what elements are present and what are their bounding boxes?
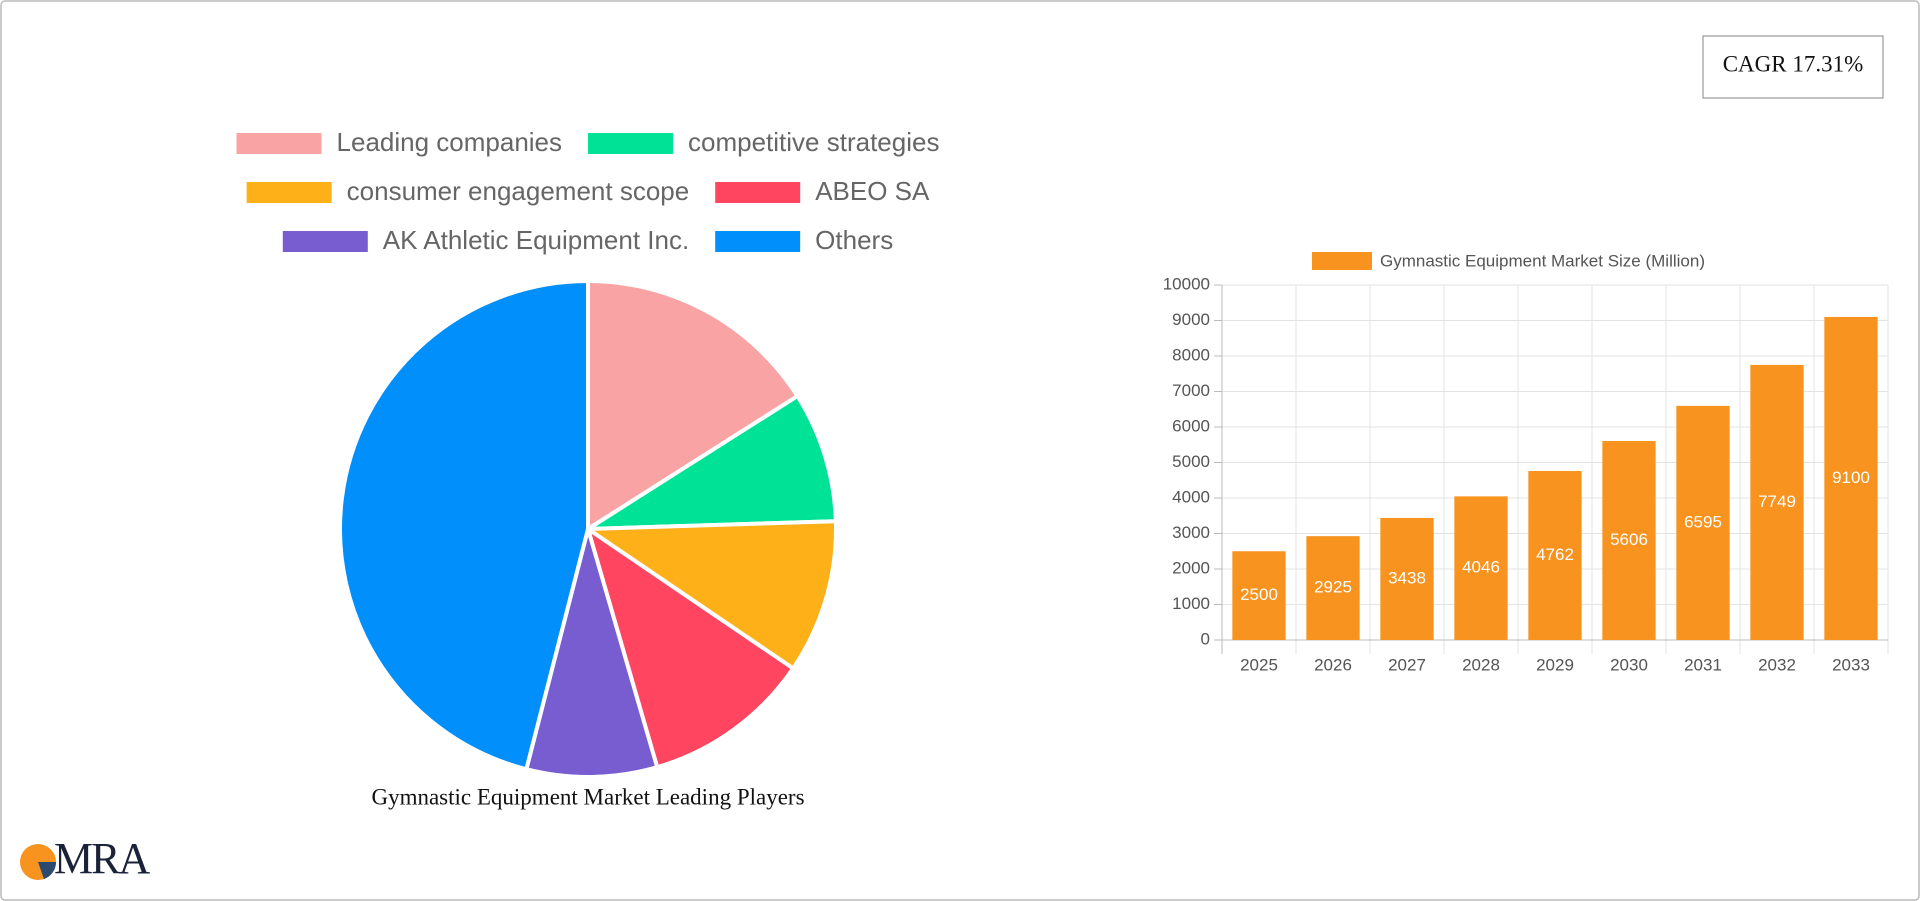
- y-tick-label: 2000: [1172, 558, 1210, 577]
- legend-row: Leading companies competitive strategies: [236, 127, 939, 157]
- y-tick-label: 9000: [1172, 310, 1210, 329]
- legend-label: consumer engagement scope: [347, 176, 690, 206]
- x-tick-label: 2030: [1610, 655, 1648, 674]
- x-tick-label: 2032: [1758, 655, 1796, 674]
- bar: [1676, 405, 1730, 640]
- bar: [1602, 440, 1656, 640]
- bar: [1528, 470, 1582, 640]
- pie-slice: [580, 393, 838, 532]
- legend-row: AK Athletic Equipment Inc. Others: [282, 225, 893, 255]
- x-tick-label: 2025: [1240, 655, 1278, 674]
- y-tick-label: 5000: [1172, 452, 1210, 471]
- x-tick-label: 2033: [1832, 655, 1870, 674]
- y-tick-label: 8000: [1172, 345, 1210, 364]
- bar-label: 9100: [1832, 468, 1870, 487]
- bar: [1750, 364, 1804, 640]
- bar-label: 5606: [1610, 530, 1648, 549]
- y-tick-label: 4000: [1172, 487, 1210, 506]
- x-tick-label: 2026: [1314, 655, 1352, 674]
- bar: [1380, 517, 1434, 640]
- cagr-box: [1702, 35, 1884, 99]
- legend-label: competitive strategies: [688, 127, 939, 157]
- legend-swatch: [282, 231, 368, 252]
- bar-label: 3438: [1388, 568, 1426, 587]
- bar: [1306, 536, 1360, 640]
- bar: [1454, 496, 1508, 640]
- y-tick-label: 6000: [1172, 416, 1210, 435]
- x-tick-label: 2029: [1536, 655, 1574, 674]
- bar: [1824, 316, 1878, 640]
- legend-label: Others: [815, 225, 893, 255]
- legend-label: AK Athletic Equipment Inc.: [383, 225, 689, 255]
- legend-swatch: [1312, 252, 1372, 270]
- legend-swatch: [588, 133, 674, 154]
- bar: [1232, 551, 1286, 640]
- pie-slice: [586, 278, 801, 533]
- pie-slice: [584, 524, 796, 770]
- logo-icon-part: [38, 862, 57, 879]
- pie-slice: [338, 278, 590, 772]
- x-tick-label: 2028: [1462, 655, 1500, 674]
- pie-slice: [523, 521, 660, 779]
- y-tick-label: 7000: [1172, 381, 1210, 400]
- legend-label: Leading companies: [337, 127, 563, 157]
- pie-slice: [581, 519, 838, 672]
- bar-label: 2925: [1314, 578, 1352, 597]
- legend-swatch: [715, 231, 801, 252]
- bar-label: 4046: [1462, 558, 1500, 577]
- logo: MRA: [20, 834, 152, 883]
- y-tick-label: 10000: [1163, 274, 1210, 293]
- legend-row: consumer engagement scope ABEO SA: [246, 176, 930, 206]
- pie-title: Gymnastic Equipment Market Leading Playe…: [371, 784, 804, 809]
- bar-label: 6595: [1684, 512, 1722, 531]
- bar-label: 4762: [1536, 545, 1574, 564]
- legend-label: ABEO SA: [815, 176, 930, 206]
- legend-swatch: [236, 133, 322, 154]
- y-tick-label: 1000: [1172, 594, 1210, 613]
- y-tick-label: 3000: [1172, 523, 1210, 542]
- bar-label: 7749: [1758, 492, 1796, 511]
- logo-text: MRA: [54, 834, 150, 883]
- y-tick-label: 0: [1201, 629, 1210, 648]
- legend-swatch: [246, 182, 332, 203]
- bar-label: 2500: [1240, 585, 1278, 604]
- cagr-text: CAGR 17.31%: [1723, 51, 1864, 76]
- legend-swatch: [715, 182, 801, 203]
- x-tick-label: 2027: [1388, 655, 1426, 674]
- x-tick-label: 2031: [1684, 655, 1722, 674]
- legend-label: Gymnastic Equipment Market Size (Million…: [1380, 251, 1705, 270]
